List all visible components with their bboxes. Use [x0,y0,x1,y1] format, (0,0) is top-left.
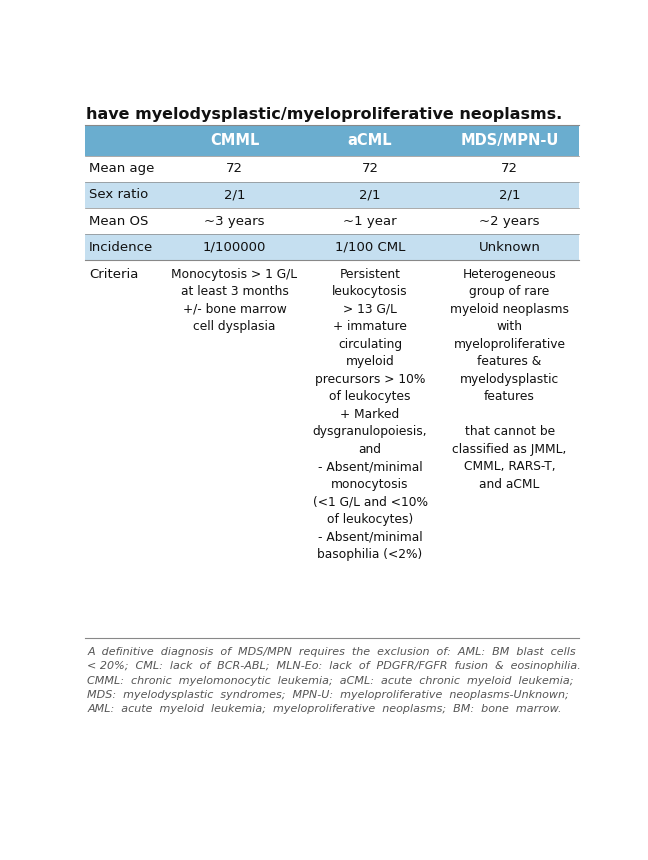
Bar [85,234,579,261]
Text: Mean age: Mean age [89,163,154,175]
Text: 1/100 CML: 1/100 CML [335,241,405,254]
Text: ~3 years: ~3 years [204,214,264,228]
Text: Criteria: Criteria [89,268,138,281]
Bar [85,125,579,156]
Text: Unknown: Unknown [479,241,540,254]
Text: Incidence: Incidence [89,241,153,254]
Text: aCML: aCML [348,132,393,148]
Bar [85,261,579,637]
Text: ~1 year: ~1 year [343,214,397,228]
Bar [85,208,579,234]
Text: 1/100000: 1/100000 [203,241,266,254]
Text: 72: 72 [501,163,518,175]
Text: CMML: CMML [210,132,259,148]
Text: Mean OS: Mean OS [89,214,148,228]
Text: Persistent
leukocytosis
> 13 G/L
+ immature
circulating
myeloid
precursors > 10%: Persistent leukocytosis > 13 G/L + immat… [312,268,428,561]
Text: 2/1: 2/1 [499,188,520,201]
Text: MDS/MPN-U: MDS/MPN-U [460,132,559,148]
Text: 2/1: 2/1 [360,188,381,201]
Text: 2/1: 2/1 [224,188,245,201]
Bar [85,156,579,181]
Bar [85,181,579,208]
Text: ~2 years: ~2 years [480,214,540,228]
Text: Monocytosis > 1 G/L
at least 3 months
+/- bone marrow
cell dysplasia: Monocytosis > 1 G/L at least 3 months +/… [171,268,297,334]
Text: have myelodysplastic/myeloproliferative neoplasms.: have myelodysplastic/myeloproliferative … [86,107,562,122]
Text: 72: 72 [362,163,378,175]
Text: Sex ratio: Sex ratio [89,188,148,201]
Text: Heterogeneous
group of rare
myeloid neoplasms
with
myeloproliferative
features &: Heterogeneous group of rare myeloid neop… [450,268,569,491]
Text: 72: 72 [226,163,243,175]
Text: A  definitive  diagnosis  of  MDS/MPN  requires  the  exclusion  of:  AML:  BM  : A definitive diagnosis of MDS/MPN requir… [87,647,581,715]
